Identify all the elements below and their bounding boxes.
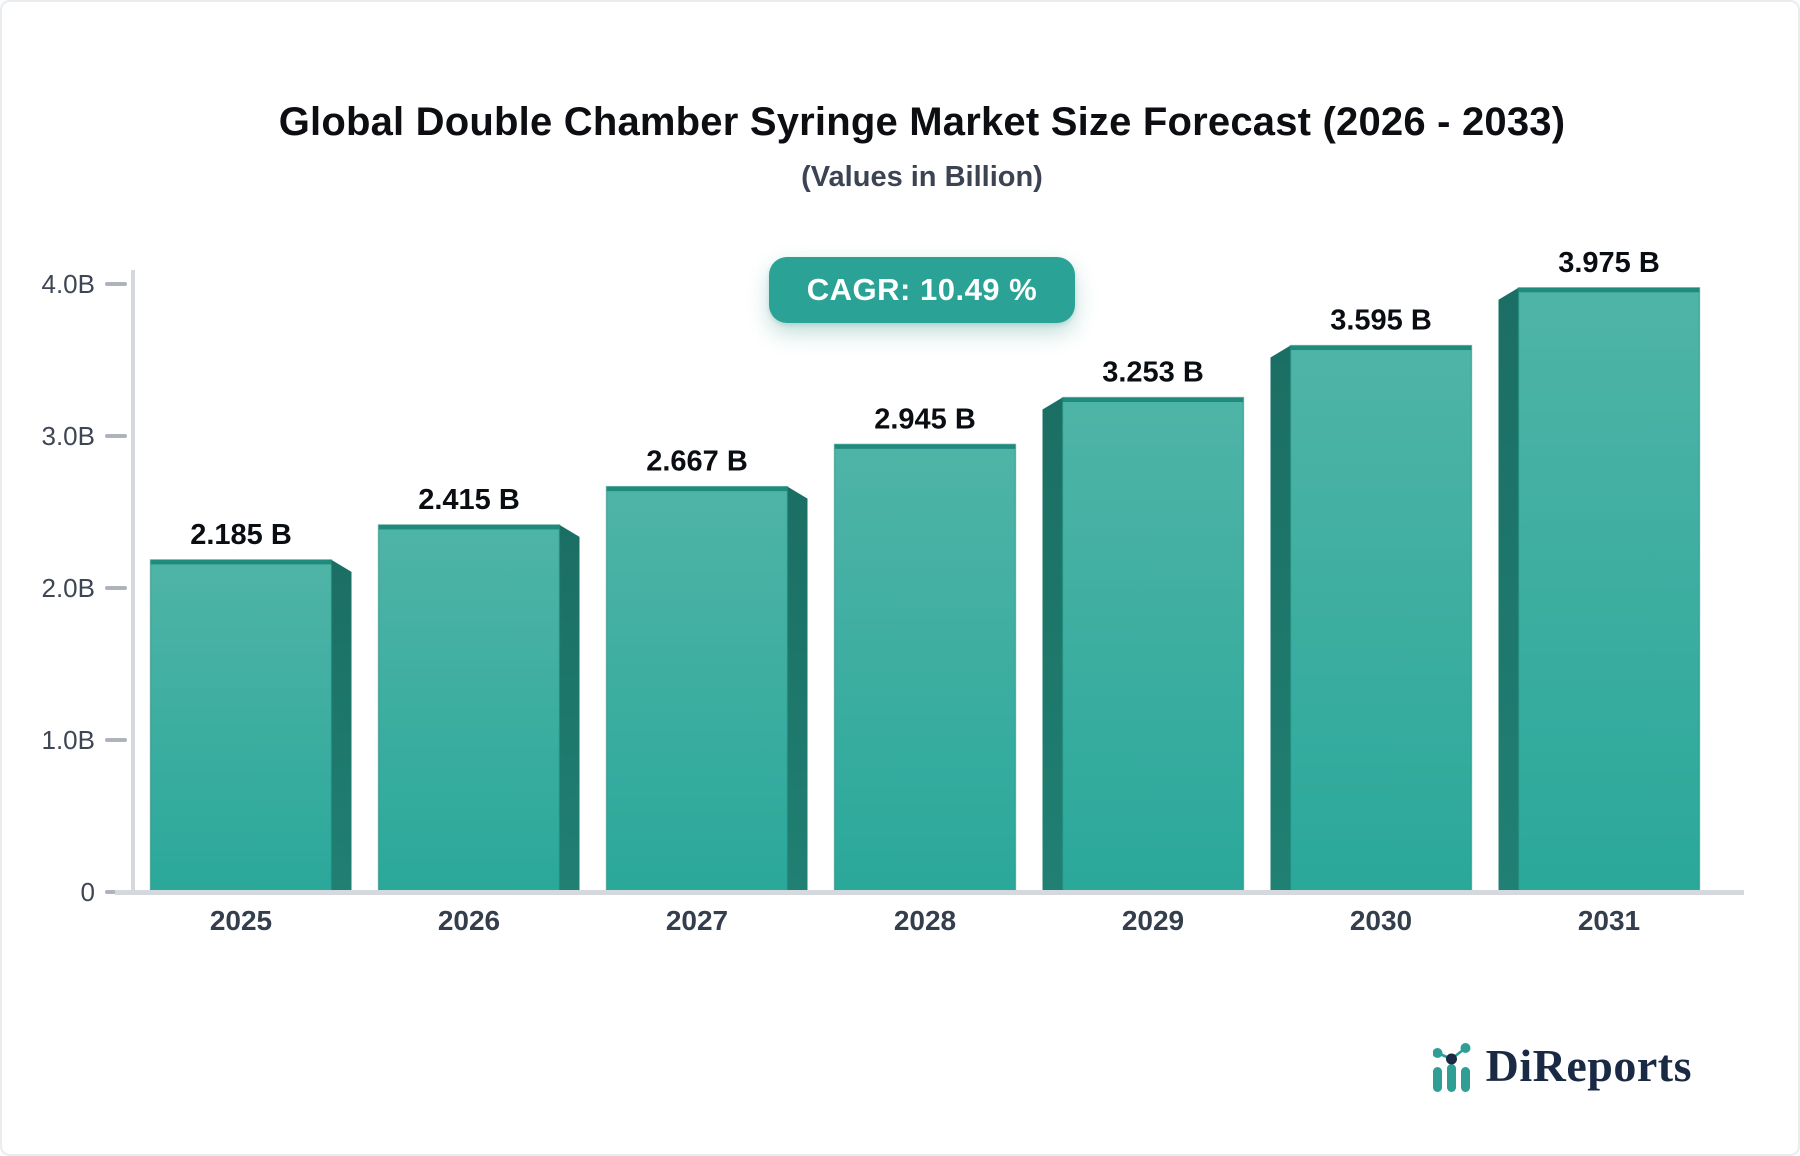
bar-side-face	[787, 486, 808, 892]
x-tick-label: 2031	[1578, 905, 1640, 936]
bar-value-label: 3.595 B	[1330, 305, 1432, 337]
x-tick-label: 2029	[1122, 905, 1184, 936]
chart-title: Global Double Chamber Syringe Market Siz…	[278, 100, 1566, 144]
bar-2028	[833, 443, 1017, 893]
bar-top-rim	[606, 486, 788, 492]
y-tick-dash	[105, 434, 127, 438]
bar-top-rim	[150, 559, 332, 565]
bar-chart-logo-icon	[1432, 1043, 1471, 1092]
bar-2029	[1061, 396, 1245, 893]
cagr-badge: CAGR: 10.49 %	[768, 257, 1076, 323]
x-tick-label: 2027	[666, 905, 728, 936]
bar-2026	[377, 524, 561, 893]
cagr-badge-wrap: CAGR: 10.49 %	[46, 257, 1798, 323]
bar-top-rim	[834, 444, 1016, 449]
bar-value-label: 3.253 B	[1102, 357, 1204, 389]
bar-2031	[1517, 287, 1701, 893]
y-axis-line	[131, 270, 135, 895]
y-tick-label: 4.0B	[42, 269, 96, 299]
x-axis-line	[115, 890, 1744, 895]
bar-top-rim	[1518, 287, 1700, 293]
bar-side-face	[1042, 397, 1063, 892]
bar-value-label: 2.667 B	[646, 446, 748, 478]
y-tick-label: 3.0B	[42, 421, 96, 451]
logo-text: DiReports	[1485, 1040, 1692, 1091]
direports-logo: DiReports	[1432, 1034, 1692, 1092]
x-tick-label: 2026	[438, 905, 500, 936]
bar-top-rim	[1062, 397, 1244, 403]
x-tick-label: 2025	[210, 905, 272, 936]
x-tick-label: 2030	[1350, 905, 1412, 936]
bar-2030	[1289, 344, 1473, 893]
bar-top-rim	[1290, 345, 1472, 351]
y-tick-dash	[105, 282, 127, 286]
y-tick-dash	[105, 586, 127, 590]
bar-2027	[605, 485, 789, 893]
y-tick-dash	[105, 738, 127, 742]
bar-value-label: 3.975 B	[1558, 247, 1660, 279]
x-tick-label: 2028	[894, 905, 956, 936]
bar-top-rim	[378, 524, 560, 530]
bar-2025	[149, 559, 333, 893]
y-tick-label: 2.0B	[42, 573, 96, 603]
bar-value-label: 2.415 B	[418, 484, 520, 516]
bar-value-label: 2.945 B	[874, 403, 976, 435]
bar-side-face	[1270, 345, 1291, 892]
bar-side-face	[1498, 287, 1519, 892]
y-tick-label: 0	[81, 877, 95, 907]
y-tick-label: 1.0B	[42, 725, 96, 755]
bar-side-face	[331, 559, 352, 892]
bar-value-label: 2.185 B	[190, 519, 292, 551]
bar-side-face	[559, 524, 580, 892]
chart-subtitle: (Values in Billion)	[801, 161, 1043, 193]
